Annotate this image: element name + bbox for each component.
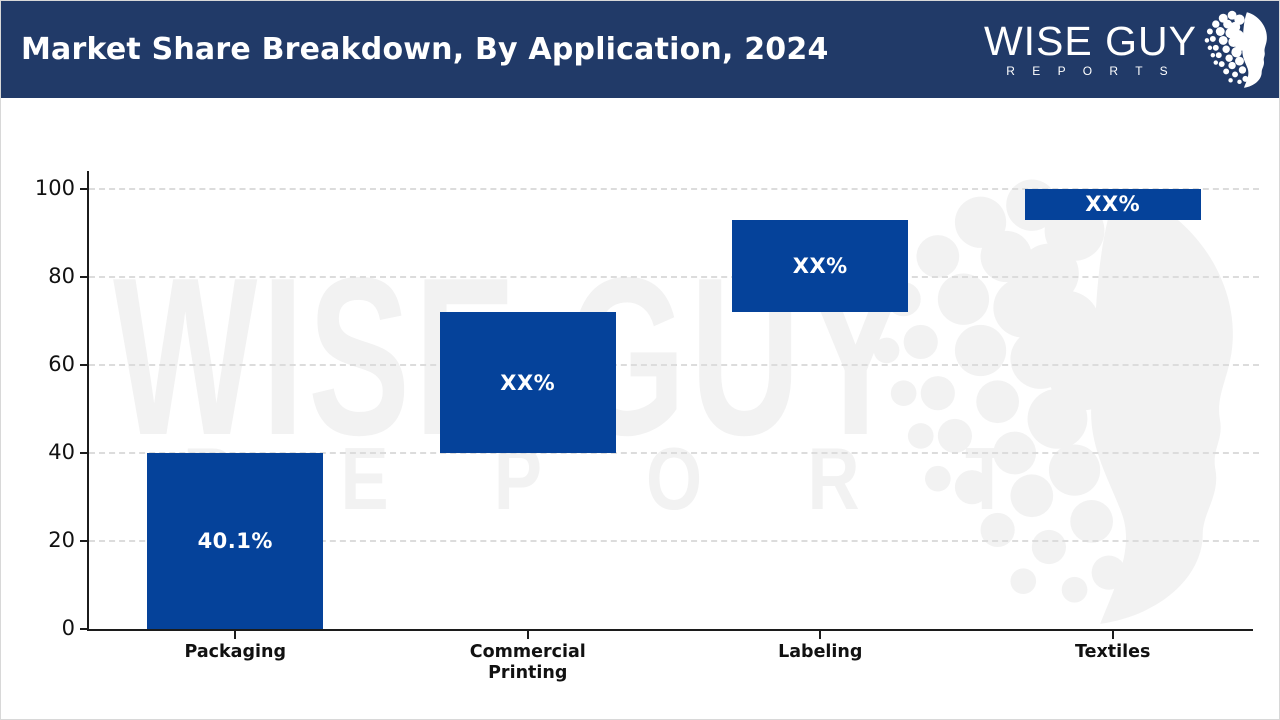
bar-value-label-textiles: XX% xyxy=(1085,192,1141,217)
gridline-80 xyxy=(89,276,1259,278)
x-tickmark-labeling xyxy=(819,631,822,639)
header-bar: Market Share Breakdown, By Application, … xyxy=(1,1,1279,98)
wise-guy-logo: WISE GUY R E P O R T S xyxy=(984,1,1275,98)
y-tick-label-100: 100 xyxy=(34,176,75,200)
logo-wordmark: WISE GUY xyxy=(983,18,1197,64)
y-tickmark-100 xyxy=(80,188,89,190)
x-axis-label-textiles: Textiles xyxy=(1075,642,1151,662)
bar-value-label-commercial-printing: XX% xyxy=(500,370,556,395)
y-tick-label-20: 20 xyxy=(48,528,75,552)
gridline-20 xyxy=(89,540,1259,542)
bar-textiles: XX% xyxy=(1024,189,1201,220)
gridline-40 xyxy=(89,452,1259,454)
y-tick-label-60: 60 xyxy=(48,352,75,376)
y-tickmark-60 xyxy=(80,364,89,366)
bar-packaging: 40.1% xyxy=(147,453,324,629)
x-axis-label-commercial-printing: Commercial Printing xyxy=(469,642,586,683)
y-tick-label-0: 0 xyxy=(61,616,75,640)
y-tickmark-20 xyxy=(80,540,89,542)
y-tick-label-40: 40 xyxy=(48,440,75,464)
y-tickmark-40 xyxy=(80,452,89,454)
x-tickmark-packaging xyxy=(234,631,237,639)
gridline-60 xyxy=(89,364,1259,366)
logo-text: WISE GUY R E P O R T S xyxy=(983,18,1197,79)
gridline-100 xyxy=(89,188,1259,190)
x-tickmark-textiles xyxy=(1111,631,1114,639)
y-tick-label-80: 80 xyxy=(48,264,75,288)
bar-labeling: XX% xyxy=(732,219,909,313)
y-tickmark-0 xyxy=(80,628,89,630)
bar-commercial-printing: XX% xyxy=(439,312,616,453)
page-title: Market Share Breakdown, By Application, … xyxy=(21,32,829,67)
bar-value-label-packaging: 40.1% xyxy=(197,529,273,553)
bar-value-label-labeling: XX% xyxy=(792,253,848,278)
x-axis-spine xyxy=(87,629,1253,631)
logo-subtitle: R E P O R T S xyxy=(1006,64,1175,78)
y-axis-spine xyxy=(87,171,89,631)
logo-face-icon xyxy=(1204,10,1267,88)
x-tickmark-commercial-printing xyxy=(526,631,529,639)
x-axis-label-labeling: Labeling xyxy=(778,642,863,662)
y-tickmark-80 xyxy=(80,276,89,278)
x-axis-label-packaging: Packaging xyxy=(184,642,287,662)
